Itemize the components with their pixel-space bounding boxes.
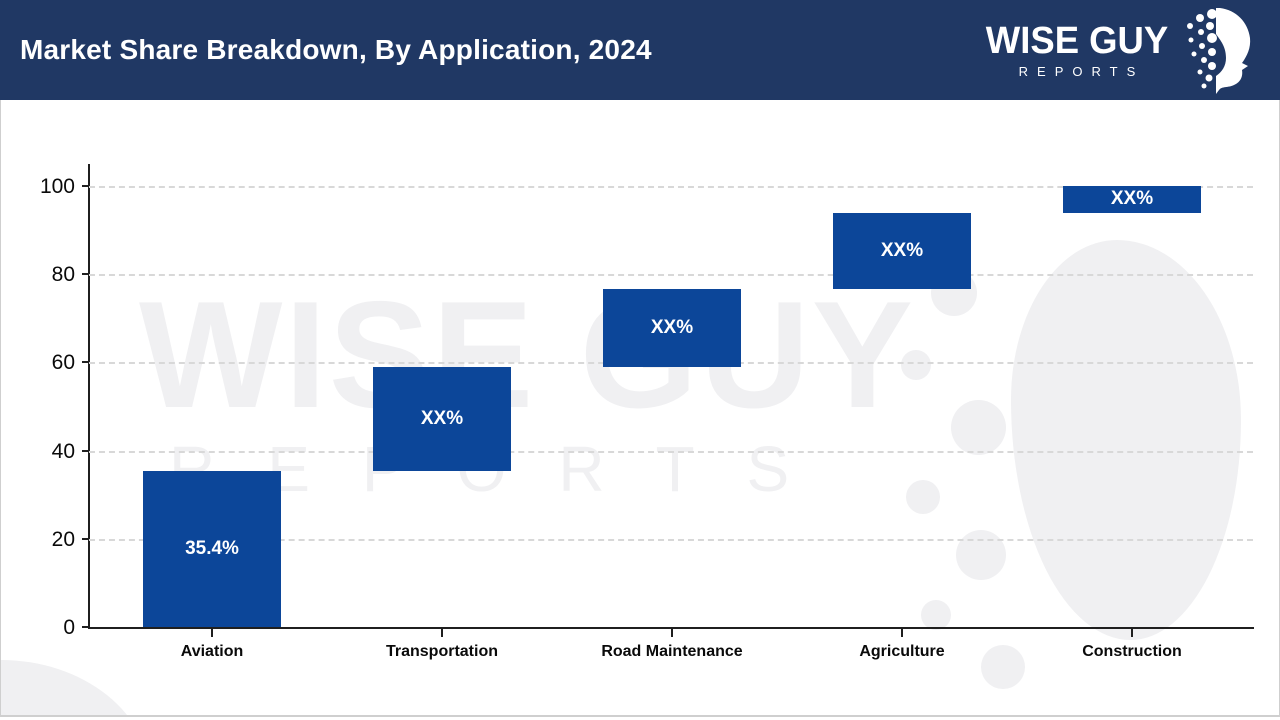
y-tick-0 [82,626,89,628]
wiseguy-logo: WISE GUY REPORTS [982,6,1254,94]
x-axis-label-agriculture: Agriculture [859,643,945,660]
bar-value-label: XX% [1110,188,1154,210]
x-axis-label-aviation: Aviation [180,643,244,660]
logo-subtitle: REPORTS [1018,64,1145,79]
y-tick-20 [82,537,89,540]
y-tick-label-100: 100 [39,175,75,198]
bar-value-label: 35.4% [185,537,239,559]
y-tick-label-0: 0 [63,616,75,639]
bar-transportation: XX% [373,366,511,471]
bar-value-label: XX% [650,316,694,338]
y-tick-60 [82,361,89,364]
x-axis-line [88,627,1254,629]
wiseguy-logo-text: WISE GUY REPORTS [982,22,1172,78]
gridline-80 [89,274,1253,277]
gridline-20 [89,538,1253,541]
y-axis-line [88,164,90,629]
x-tick-1 [441,629,443,637]
bar-value-label: XX% [420,407,464,429]
chart-canvas: WISE GUY REPORTS 02040608010035.4%Aviati… [0,100,1280,717]
plot-area: 0 20 40 60 80 100 35.4% Aviation XX% Transportati… [40,164,1254,660]
page-title: Market Share Breakdown, By Application, … [20,34,652,65]
bar-aviation: 35.4% [143,470,281,627]
logo-wordmark: WISE GUY [985,20,1169,62]
x-tick-3 [901,629,903,637]
y-tick-label-40: 40 [51,439,75,463]
y-tick-40 [82,449,89,452]
x-tick-2 [671,629,673,637]
bar-construction: XX% [1063,186,1201,213]
y-tick-label-60: 60 [51,351,75,375]
x-axis-label-transportation: Transportation [385,643,498,660]
header-bar: Market Share Breakdown, By Application, … [0,0,1280,100]
x-tick-0 [211,629,213,637]
bar-agriculture: XX% [833,212,971,290]
y-tick-label-20: 20 [51,527,75,551]
y-tick-80 [82,273,89,276]
x-axis-label-construction: Construction [1082,643,1182,660]
gridline-100 [89,186,1253,188]
x-axis-label-road-maintenance: Road Maintenance [601,643,743,660]
bar-value-label: XX% [880,240,924,262]
wiseguy-face-icon [1187,8,1251,94]
x-tick-4 [1131,629,1133,637]
y-tick-label-80: 80 [51,263,75,287]
bar-road-maintenance: XX% [603,289,741,367]
y-tick-100 [82,185,89,187]
gridline-40 [89,450,1253,453]
